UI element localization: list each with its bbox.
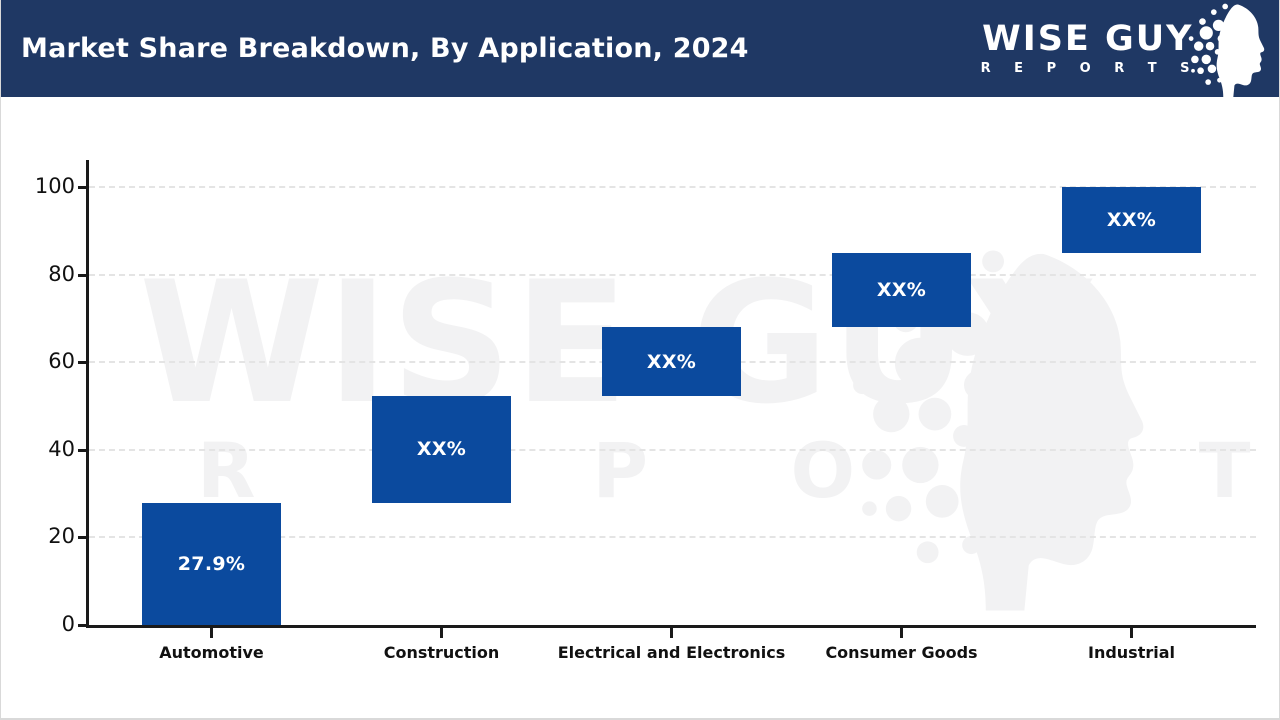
brand-name-text: WISE GUY [982,18,1194,59]
x-tick-mark [1130,628,1133,638]
x-category-label: Electrical and Electronics [557,643,786,662]
bar-construction: XX% [372,395,511,503]
bar-consumer-goods: XX% [832,252,971,328]
x-category-label: Construction [383,643,500,662]
header-bar: Market Share Breakdown, By Application, … [1,0,1279,97]
x-tick-mark [210,628,213,638]
bar-value-label: 27.9% [177,552,246,575]
bar-automotive: 27.9% [142,502,281,625]
y-tick-label: 20 [48,524,75,549]
y-tick-mark [78,448,87,452]
watermark-wordmark: WISE GUY [139,245,1094,441]
y-tick-mark [78,186,87,189]
y-axis-line [86,160,89,628]
gridline [89,273,1256,276]
bar-value-label: XX% [1106,208,1157,231]
y-tick-label: 100 [34,174,75,198]
x-axis-line [86,625,1256,628]
x-tick-mark [900,628,903,638]
y-tick-mark [78,624,87,627]
gridline [89,536,1256,539]
brand-head-icon [1188,3,1265,97]
page-title: Market Share Breakdown, By Application, … [21,33,749,64]
x-category-label: Automotive [159,643,264,662]
bar-electrical-and-electronics: XX% [602,327,741,396]
watermark-head-icon [853,250,1144,611]
bar-value-label: XX% [876,278,927,301]
bar-value-label: XX% [416,438,467,461]
bar-industrial: XX% [1062,187,1201,253]
y-tick-label: 0 [61,612,75,636]
y-tick-label: 60 [48,349,75,374]
bar-value-label: XX% [646,350,697,373]
brand-wordmark: WISE GUY R E P O R T S [977,18,1199,76]
x-tick-mark [440,628,443,638]
brand-logo: WISE GUY R E P O R T S [977,0,1271,101]
brand-subtitle-text: R E P O R T S [980,60,1199,76]
x-category-label: Industrial [1087,643,1175,662]
gridline [89,448,1256,451]
y-tick-label: 40 [48,436,75,461]
x-tick-mark [670,628,673,638]
gridline [89,186,1256,188]
y-tick-label: 80 [48,261,75,286]
y-tick-mark [78,273,87,277]
y-tick-mark [78,536,87,540]
y-tick-mark [78,361,87,365]
x-category-label: Consumer Goods [825,643,978,662]
